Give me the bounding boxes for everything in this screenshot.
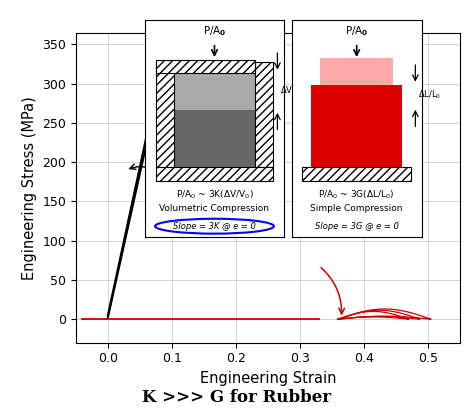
Text: $\Delta$V/V$_0$: $\Delta$V/V$_0$	[280, 85, 306, 98]
Bar	[156, 166, 273, 182]
Text: $\Delta$L/L$_0$: $\Delta$L/L$_0$	[418, 89, 441, 101]
Bar	[311, 84, 402, 166]
Bar	[255, 62, 273, 166]
Text: Simple Compression: Simple Compression	[310, 204, 403, 213]
Bar	[156, 62, 174, 166]
Bar	[156, 60, 255, 73]
Bar	[174, 73, 255, 110]
Text: P/A$_0$ ~ 3K($\Delta$V/V$_0$): P/A$_0$ ~ 3K($\Delta$V/V$_0$)	[175, 189, 254, 202]
Ellipse shape	[155, 219, 274, 234]
Text: Slope = 3G @ e = 0: Slope = 3G @ e = 0	[315, 222, 399, 231]
Text: Slope = 3K @ e = 0: Slope = 3K @ e = 0	[173, 222, 256, 231]
Text: P/A$_\mathbf{0}$: P/A$_\mathbf{0}$	[345, 24, 368, 38]
X-axis label: Engineering Strain: Engineering Strain	[200, 371, 336, 386]
Y-axis label: Engineering Stress (MPa): Engineering Stress (MPa)	[22, 96, 36, 279]
Text: K >>> G for Rubber: K >>> G for Rubber	[143, 389, 331, 406]
Bar	[320, 58, 393, 84]
Text: Volumetric Compression: Volumetric Compression	[159, 204, 270, 213]
Bar	[302, 166, 411, 182]
Text: P/A$_0$ ~ 3G($\Delta$L/L$_0$): P/A$_0$ ~ 3G($\Delta$L/L$_0$)	[319, 189, 395, 202]
Text: P/A$_\mathbf{0}$: P/A$_\mathbf{0}$	[203, 24, 226, 38]
Bar	[174, 110, 255, 166]
